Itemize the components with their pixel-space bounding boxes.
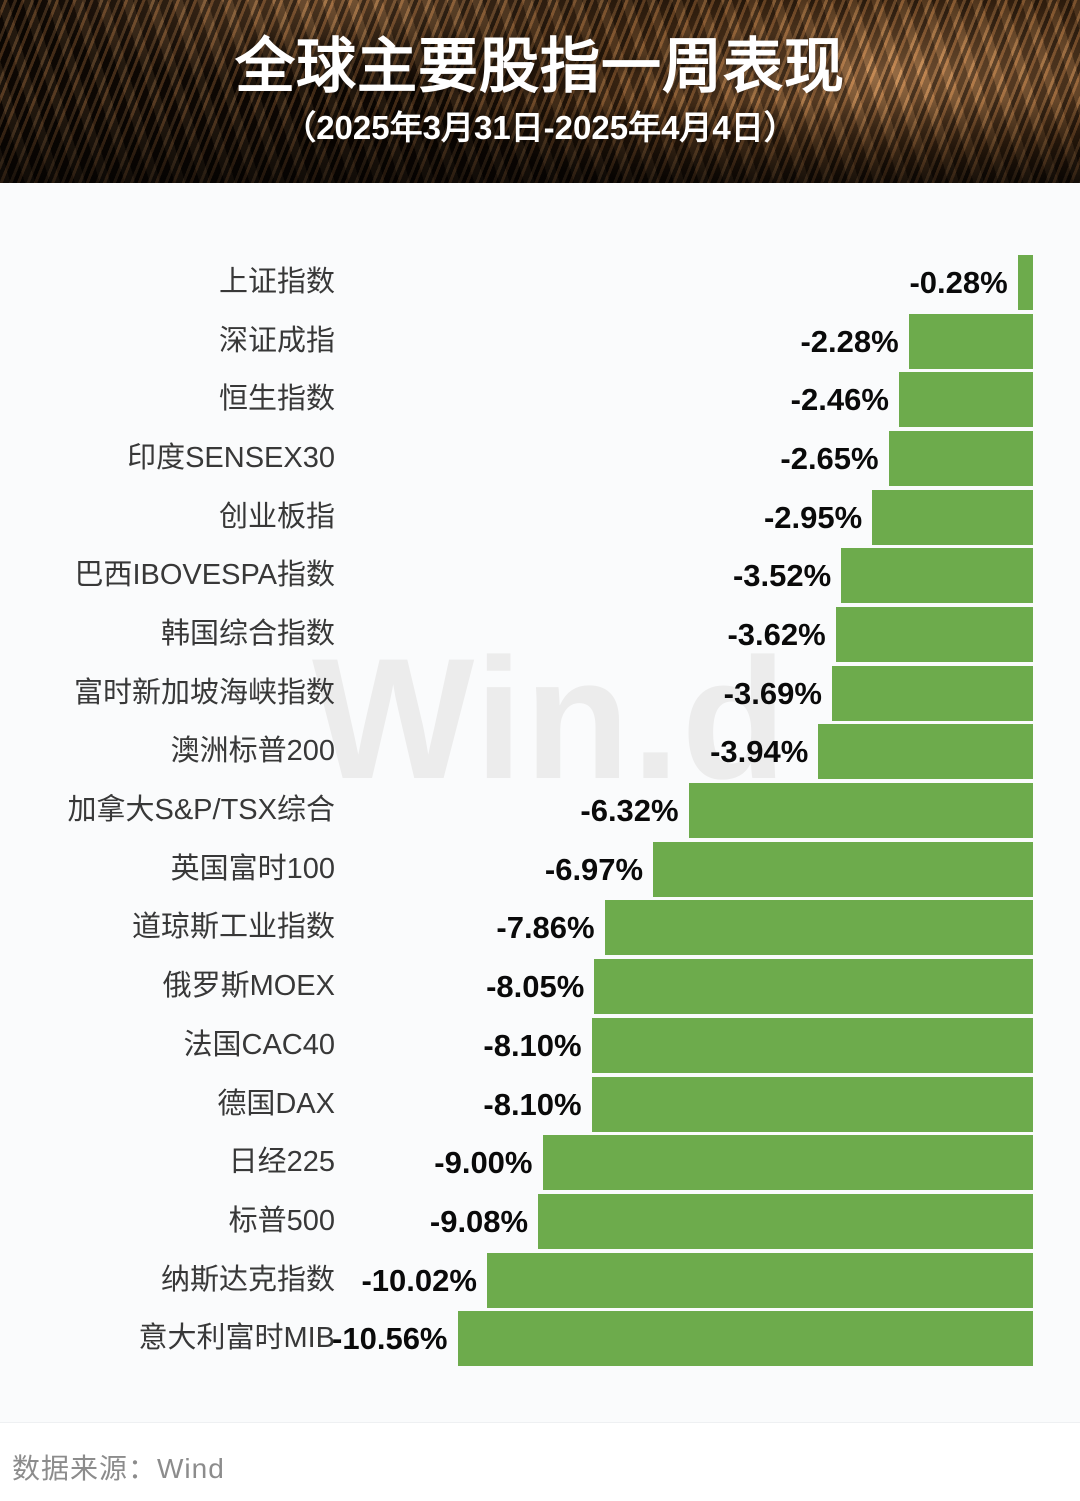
bar bbox=[591, 1076, 1033, 1132]
value-label: -2.28% bbox=[800, 323, 899, 359]
category-label: 英国富时100 bbox=[170, 852, 335, 885]
chart-row: 标普500 -9.08% bbox=[0, 1193, 1080, 1249]
data-source: 数据来源：Wind bbox=[12, 1453, 225, 1484]
value-label: -3.62% bbox=[727, 617, 826, 653]
chart-header: 全球主要股指一周表现 （2025年3月31日-2025年4月4日） bbox=[0, 0, 1080, 183]
bar bbox=[688, 783, 1033, 839]
chart-row: 上证指数 -0.28% bbox=[0, 255, 1080, 310]
wind-watermark: Win.d bbox=[312, 623, 789, 815]
category-label: 意大利富时MIB bbox=[138, 1322, 335, 1355]
category-label: 澳洲标普200 bbox=[170, 735, 335, 768]
category-label: 富时新加坡海峡指数 bbox=[73, 676, 335, 709]
category-label: 上证指数 bbox=[218, 266, 335, 298]
chart-row: 俄罗斯MOEX -8.05% bbox=[0, 959, 1080, 1015]
category-label: 深证成指 bbox=[218, 324, 335, 357]
category-label: 纳斯达克指数 bbox=[160, 1263, 335, 1296]
bar bbox=[841, 548, 1033, 604]
category-label: 德国DAX bbox=[217, 1087, 335, 1120]
value-label: -10.02% bbox=[361, 1262, 477, 1298]
category-label: 印度SENSEX30 bbox=[127, 442, 335, 475]
chart-row: 恒生指数 -2.46% bbox=[0, 372, 1080, 428]
category-label: 法国CAC40 bbox=[183, 1028, 336, 1061]
chart-row: 澳洲标普200 -3.94% bbox=[0, 724, 1080, 780]
bar bbox=[604, 900, 1033, 956]
value-label: -2.95% bbox=[763, 499, 863, 535]
bar bbox=[835, 607, 1033, 663]
value-label: -8.05% bbox=[486, 969, 585, 1005]
chart-area: Win.d 上证指数 -0.28% 深证成指 -2.28% 恒生指数 -2.46% 印度SE… bbox=[0, 183, 1080, 1423]
bar bbox=[457, 1311, 1033, 1367]
category-label: 道琼斯工业指数 bbox=[131, 911, 335, 944]
chart-subtitle: （2025年3月31日-2025年4月4日） bbox=[283, 109, 797, 146]
bar bbox=[653, 841, 1033, 897]
chart-row: 巴西IBOVESPA指数 -3.52% bbox=[0, 548, 1080, 604]
bar bbox=[831, 665, 1033, 721]
chart-row: 富时新加坡海峡指数 -3.69% bbox=[0, 665, 1080, 721]
bar bbox=[594, 959, 1033, 1015]
chart-row: 英国富时100 -6.97% bbox=[0, 841, 1080, 897]
value-label: -6.97% bbox=[544, 851, 644, 887]
chart-row: 印度SENSEX30 -2.65% bbox=[0, 431, 1080, 487]
category-label: 巴西IBOVESPA指数 bbox=[74, 559, 335, 592]
value-label: -8.10% bbox=[483, 1027, 582, 1063]
value-label: -3.94% bbox=[710, 734, 809, 770]
value-label: -9.08% bbox=[429, 1203, 529, 1239]
chart-row: 韩国综合指数 -3.62% bbox=[0, 607, 1080, 663]
chart-title: 全球主要股指一周表现 bbox=[235, 33, 845, 100]
bar bbox=[591, 1017, 1033, 1073]
category-label: 日经225 bbox=[228, 1146, 335, 1179]
chart-row: 深证成指 -2.28% bbox=[0, 313, 1080, 369]
category-label: 标普500 bbox=[228, 1204, 335, 1237]
chart-row: 日经225 -9.00% bbox=[0, 1135, 1080, 1191]
bar bbox=[818, 724, 1033, 780]
value-label: -2.46% bbox=[790, 382, 889, 418]
value-label: -2.65% bbox=[780, 441, 879, 477]
value-label: -3.52% bbox=[732, 558, 832, 594]
chart-row: 德国DAX -8.10% bbox=[0, 1076, 1080, 1132]
chart-row: 道琼斯工业指数 -7.86% bbox=[0, 900, 1080, 956]
bar bbox=[908, 313, 1033, 369]
bar bbox=[1017, 255, 1033, 310]
value-label: -6.32% bbox=[580, 793, 679, 829]
value-label: -8.10% bbox=[483, 1086, 582, 1122]
bar bbox=[898, 372, 1033, 428]
bar bbox=[538, 1193, 1033, 1249]
bar bbox=[872, 489, 1033, 545]
value-label: -9.00% bbox=[434, 1145, 533, 1181]
category-label: 恒生指数 bbox=[218, 383, 335, 416]
chart-row: 意大利富时MIB -10.56% bbox=[0, 1311, 1080, 1367]
chart-row: 法国CAC40 -8.10% bbox=[0, 1017, 1080, 1073]
chart-row: 纳斯达克指数 -10.02% bbox=[0, 1252, 1080, 1308]
chart-footer: 数据来源：Wind bbox=[0, 1423, 1080, 1501]
value-label: -0.28% bbox=[909, 265, 1008, 300]
bar bbox=[888, 431, 1033, 487]
bar bbox=[486, 1252, 1033, 1308]
bar bbox=[542, 1135, 1033, 1191]
value-label: -10.56% bbox=[332, 1321, 448, 1357]
category-label: 创业板指 bbox=[218, 500, 335, 533]
category-label: 加拿大S&P/TSX综合 bbox=[67, 794, 336, 827]
category-label: 俄罗斯MOEX bbox=[162, 970, 335, 1003]
chart-row: 加拿大S&P/TSX综合 -6.32% bbox=[0, 783, 1080, 839]
value-label: -7.86% bbox=[496, 910, 595, 946]
value-label: -3.69% bbox=[723, 675, 822, 711]
category-label: 韩国综合指数 bbox=[160, 618, 335, 651]
chart-row: 创业板指 -2.95% bbox=[0, 489, 1080, 545]
